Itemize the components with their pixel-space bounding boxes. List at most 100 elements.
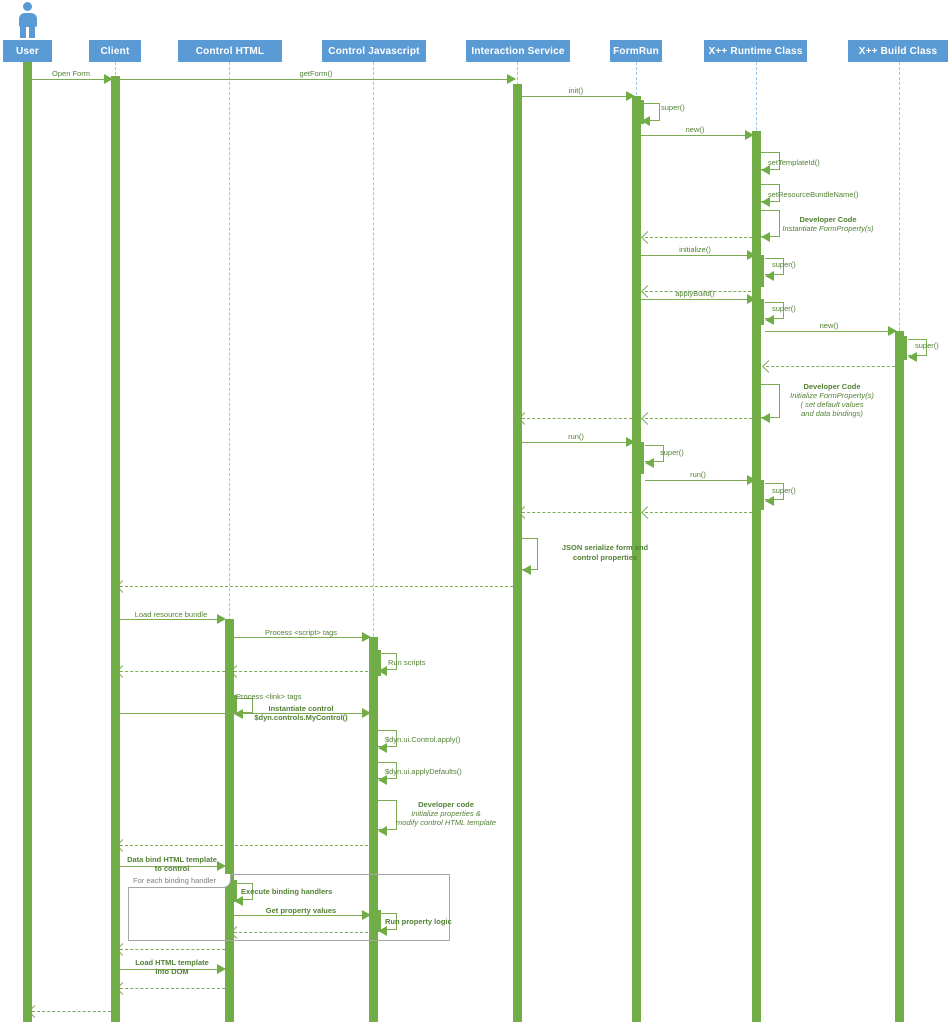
selfcall-bracket-process-link-tags [234, 698, 253, 713]
message-arrow-json-serialize [522, 565, 531, 575]
message-line-init [522, 96, 630, 97]
message-arrow-formrun-super [641, 116, 650, 126]
message-arrow-init [626, 91, 635, 101]
message-arrow-applybuild-super [765, 315, 774, 325]
message-arrow-process-link-tags [234, 709, 243, 719]
message-line-load-html-template [119, 969, 222, 970]
message-line-run-formrun [522, 442, 630, 443]
message-label-get-property-values: Get property values [265, 906, 337, 915]
message-arrow-open-form [104, 74, 113, 84]
message-label-developer-code-lower: Developer Code [803, 382, 861, 391]
message-label-dyn-controls-mycontrol: $dyn.controls.MyControl() [254, 713, 348, 722]
selfcall-bracket-applybuild-super [765, 302, 784, 319]
message-line-return-run-runtime [645, 512, 752, 513]
message-line-return-runtime-new [645, 237, 752, 238]
message-line-return-formrun-init [522, 418, 632, 419]
message-label-run-scripts: Run scripts [388, 658, 426, 667]
nested-activation-xpp-applybuild [756, 299, 764, 325]
message-line-get-form [119, 79, 513, 80]
participant-header-interaction-service[interactable]: Interaction Service [466, 40, 570, 62]
fragment-loop-label: For each binding handler [128, 874, 231, 888]
message-label-dyn-ui-apply-defaults: $dyn.ui.applyDefaults() [385, 767, 462, 776]
nested-activation-html-bindhandlers [229, 880, 237, 902]
message-label-set-resource-bundle-name: setResourceBundleName() [768, 190, 859, 199]
message-label-process-script-tags: Process <script> tags [264, 628, 338, 637]
participant-header-user[interactable]: User [3, 40, 52, 62]
activation-bar-formrun [632, 96, 641, 1022]
participant-header-control-html[interactable]: Control HTML [178, 40, 282, 62]
message-arrow-new-build [888, 326, 897, 336]
message-label-and-data-bindings: and data bindings) [801, 409, 863, 418]
message-arrow-apply-build [747, 294, 756, 304]
participant-header-xpp-runtime-class[interactable]: X++ Runtime Class [704, 40, 807, 62]
message-label-load-resource-bundle: Load resource bundle [134, 610, 208, 619]
message-arrow-run-scripts [378, 666, 387, 676]
message-arrow-return-runtime-applybuild [641, 412, 654, 425]
fragment-loop-binding-handler [128, 874, 450, 941]
selfcall-bracket-execute-binding-handlers [234, 883, 253, 900]
message-line-initialize [641, 255, 751, 256]
message-line-apply-build [641, 299, 751, 300]
message-arrow-initialize-super [765, 271, 774, 281]
message-arrow-get-form [507, 74, 516, 84]
message-line-data-bind-html-template [119, 866, 222, 867]
message-arrow-process-script-tags [362, 632, 371, 642]
selfcall-bracket-build-super [908, 339, 927, 356]
message-label-initialize-properties: Initialize properties & [411, 809, 481, 818]
participant-header-xpp-build-class[interactable]: X++ Build Class [848, 40, 948, 62]
message-line-return-get-property-values [234, 932, 373, 933]
nested-activation-xpp-run [756, 480, 764, 510]
activation-bar-xpp-runtime-class [752, 131, 761, 1022]
message-line-process-script-tags [234, 637, 367, 638]
participant-header-client[interactable]: Client [89, 40, 141, 62]
message-label-initialize-formproperty: Initialize FormProperty(s) [790, 391, 874, 400]
message-arrow-run-formrun [626, 437, 635, 447]
message-label-dyn-ui-control-apply: $dyn.ui.Control.apply() [385, 735, 461, 744]
message-arrow-run-runtime [747, 475, 756, 485]
selfcall-bracket-set-resource-bundle-name [761, 184, 780, 202]
selfcall-bracket-run-property-logic [378, 913, 397, 930]
message-label-new-runtime: new() [685, 125, 705, 134]
lifeline-control-javascript [373, 62, 374, 1022]
selfcall-bracket-dyn-ui-control-apply [378, 730, 397, 747]
message-label-set-default-values: ( set default values [800, 400, 864, 409]
selfcall-bracket-developer-code-js [378, 800, 397, 830]
message-arrow-set-resource-bundle-name [761, 197, 770, 207]
message-label-load-html-template-line1: Load HTML template [135, 958, 209, 967]
message-line-run-runtime [645, 480, 752, 481]
message-label-instantiate-control: Instantiate control [268, 704, 334, 713]
message-label-run-property-logic: Run property logic [385, 917, 452, 926]
message-arrow-new-runtime [745, 130, 754, 140]
message-label-developer-code-js: Developer code [418, 800, 474, 809]
message-arrow-dyn-ui-apply-defaults [378, 775, 387, 785]
message-line-return-open-form [32, 1011, 111, 1012]
message-line-return-load-resource-bundle [120, 671, 225, 672]
message-arrow-load-html-template [217, 964, 226, 974]
participant-header-control-javascript[interactable]: Control Javascript [322, 40, 426, 62]
nested-activation-js-runscripts [373, 650, 381, 676]
message-line-return-instantiate-control [120, 845, 373, 846]
message-label-formrun-super: super() [661, 103, 685, 112]
activation-bar-client [111, 76, 120, 1022]
message-label-developer-code-upper: Developer Code [799, 215, 857, 224]
nested-activation-html-linktags [229, 695, 237, 713]
selfcall-bracket-run-super-runtime [765, 483, 784, 500]
participant-header-formrun[interactable]: FormRun [610, 40, 662, 62]
message-line-return-get-form [120, 586, 513, 587]
message-label-new-build: new() [819, 321, 839, 330]
message-label-load-html-template-line2: into DOM [155, 967, 189, 976]
message-line-return-run-formrun [522, 512, 632, 513]
activation-bar-control-javascript [369, 637, 378, 1022]
message-arrow-return-run-runtime [641, 506, 654, 519]
message-label-initialize: initialize() [679, 245, 711, 254]
message-label-build-super: super() [915, 341, 939, 350]
message-label-execute-binding-handlers: Execute binding handlers [241, 887, 333, 896]
message-line-new-runtime [641, 135, 749, 136]
selfcall-bracket-set-template-id [761, 152, 780, 170]
message-label-initialize-super: super() [772, 260, 796, 269]
message-arrow-developer-code-lower [761, 413, 770, 423]
message-arrow-run-super-formrun [645, 458, 654, 468]
message-label-json-serialize-line1: JSON serialize form and [561, 543, 649, 552]
nested-activation-formrun-run [636, 442, 644, 474]
